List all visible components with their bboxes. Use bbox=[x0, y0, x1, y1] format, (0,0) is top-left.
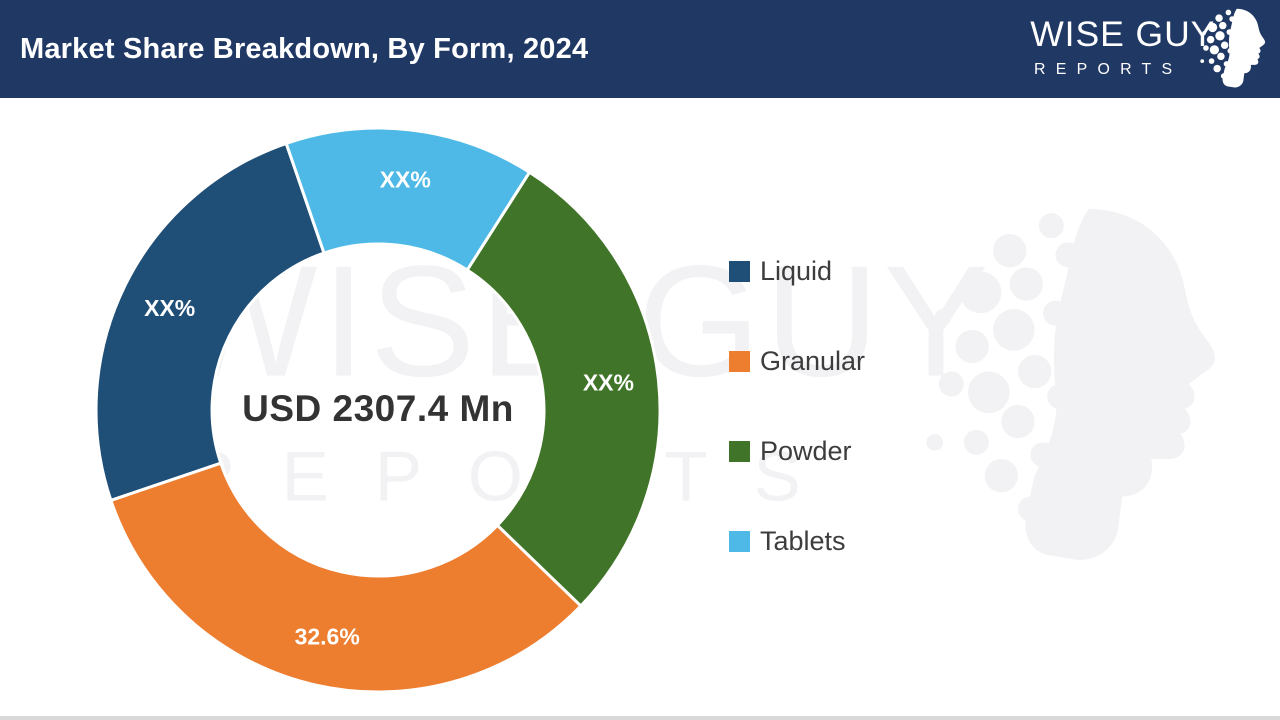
wise-guy-reports-logo bbox=[1030, 8, 1266, 88]
legend-swatch-powder bbox=[729, 440, 750, 462]
watermark-logo bbox=[168, 209, 1215, 560]
segment-label-granular: 32.6% bbox=[295, 623, 360, 649]
bottom-strip bbox=[0, 716, 1280, 720]
header-bar: Market Share Breakdown, By Form, 2024 bbox=[0, 0, 1280, 98]
legend-item-tablets: Tablets bbox=[729, 526, 865, 556]
chart-legend: Liquid Granular Powder Tablets bbox=[729, 256, 865, 616]
page-title: Market Share Breakdown, By Form, 2024 bbox=[20, 33, 589, 65]
legend-label-liquid: Liquid bbox=[760, 256, 833, 286]
legend-label-granular: Granular bbox=[760, 346, 866, 376]
donut-center-value: USD 2307.4 Mn bbox=[242, 388, 514, 429]
legend-item-granular: Granular bbox=[729, 346, 865, 376]
legend-swatch-liquid bbox=[729, 260, 750, 282]
legend-swatch-tablets bbox=[729, 530, 750, 552]
legend-item-liquid: Liquid bbox=[729, 256, 865, 286]
segment-label-tablets: XX% bbox=[380, 167, 431, 193]
legend-item-powder: Powder bbox=[729, 436, 865, 466]
legend-label-powder: Powder bbox=[760, 436, 852, 466]
legend-label-tablets: Tablets bbox=[760, 526, 846, 556]
legend-swatch-granular bbox=[729, 350, 750, 372]
